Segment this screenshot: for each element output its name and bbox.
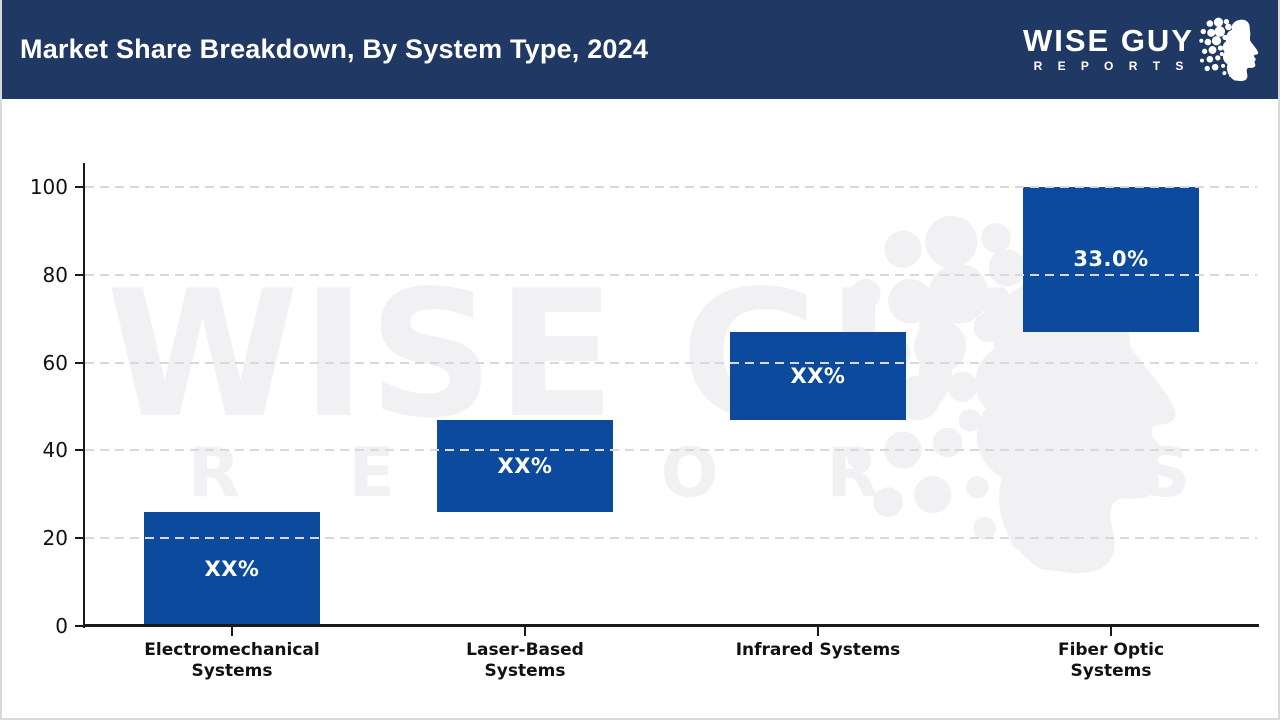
y-tick-label: 0 [55, 614, 68, 638]
bar: XX% [730, 331, 906, 420]
bar: XX% [144, 511, 320, 626]
x-category-label-line: Fiber Optic [1057, 640, 1165, 660]
x-category-label-line: Laser-Based [466, 640, 584, 660]
dotted-head-logo-icon [1199, 17, 1259, 81]
y-tick-label: 60 [42, 350, 68, 375]
logo-wiseguy-text: WISE GUY [1022, 23, 1194, 58]
x-tick-mark [231, 627, 233, 636]
x-category-label-line: Infrared Systems [735, 640, 901, 660]
y-tick-mark [75, 625, 84, 627]
x-category-label-line: Electromechanical [144, 640, 320, 660]
x-tick-mark [1110, 627, 1112, 636]
bar: XX% [437, 419, 613, 512]
y-tick-mark [75, 361, 84, 364]
x-tick-mark [817, 627, 819, 636]
y-grid-line [85, 449, 1257, 452]
y-tick-mark [75, 449, 84, 452]
y-axis-line [83, 163, 85, 628]
x-category-label-line: Systems [191, 661, 273, 681]
x-category-label-line: Systems [484, 661, 566, 681]
y-grid-line [85, 537, 1257, 540]
logo-reports-text: R E P O R T S [1033, 59, 1190, 73]
y-tick-label: 80 [42, 262, 68, 287]
y-tick-label: 20 [42, 526, 68, 551]
brand-logo: WISE GUY R E P O R T S [1023, 10, 1264, 90]
x-category-label: Laser-Based Systems [375, 640, 675, 682]
x-category-label: Fiber Optic Systems [961, 640, 1261, 682]
x-tick-mark [524, 627, 526, 636]
brand-logo-text: WISE GUY R E P O R T S [1022, 23, 1194, 73]
bar-value-label: XX% [204, 556, 260, 581]
y-tick-label: 40 [42, 438, 68, 463]
y-grid-line [85, 361, 1257, 364]
bar-value-label: XX% [790, 363, 846, 388]
x-category-label: Infrared Systems [668, 640, 968, 661]
y-tick-mark [75, 186, 84, 188]
bar-value-label: 33.0% [1073, 247, 1149, 272]
header-bar: Market Share Breakdown, By System Type, … [2, 0, 1278, 99]
y-tick-mark [75, 537, 84, 540]
x-axis-line [83, 624, 1259, 627]
page-title: Market Share Breakdown, By System Type, … [20, 34, 649, 64]
y-tick-label: 100 [29, 175, 68, 199]
y-grid-line [85, 186, 1257, 188]
bar: 33.0% [1023, 187, 1199, 332]
x-category-label: Electromechanical Systems [82, 640, 382, 682]
bar-value-label: XX% [497, 453, 553, 478]
y-grid-line [85, 273, 1257, 276]
x-category-label-line: Systems [1070, 661, 1152, 681]
y-tick-mark [75, 273, 84, 276]
